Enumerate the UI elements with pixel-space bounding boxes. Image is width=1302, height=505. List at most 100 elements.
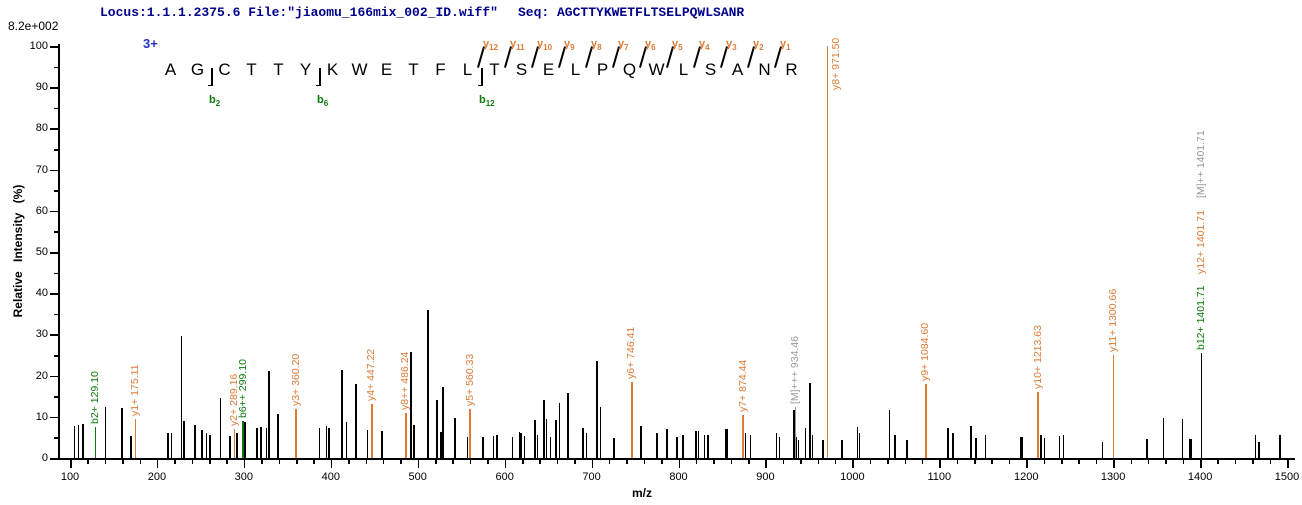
residue-letter: W xyxy=(351,60,368,79)
residue-T: T xyxy=(400,58,427,82)
peak xyxy=(209,434,211,458)
peak xyxy=(682,435,684,458)
peak xyxy=(413,425,415,458)
peak xyxy=(858,433,861,458)
x-tick xyxy=(522,460,524,464)
peak xyxy=(811,434,814,458)
peak xyxy=(518,431,521,458)
peak xyxy=(1189,439,1193,458)
x-tick xyxy=(626,460,628,464)
peak xyxy=(613,438,615,458)
x-tick xyxy=(608,460,611,464)
x-tick xyxy=(869,460,872,464)
peak xyxy=(1181,419,1184,458)
peak xyxy=(536,434,539,458)
x-tick xyxy=(330,460,333,468)
peak xyxy=(894,434,896,458)
y-ion-label: y5 xyxy=(672,38,683,53)
peak xyxy=(946,428,949,458)
x-tick xyxy=(122,460,124,464)
peak xyxy=(1101,441,1104,458)
y-tick-label: 0 xyxy=(41,452,48,464)
peak-annotation: y12+ 1401.71 xyxy=(1195,210,1208,274)
x-tick-label: 1300 xyxy=(1100,471,1126,483)
x-tick-label: 1100 xyxy=(927,471,952,483)
peak xyxy=(975,438,977,458)
peak xyxy=(82,424,84,458)
x-tick xyxy=(730,460,733,464)
y-tick xyxy=(50,252,58,254)
residue-letter: T xyxy=(489,60,500,79)
y-ion-label: y2 xyxy=(753,38,764,53)
y-tick xyxy=(50,334,58,336)
peak xyxy=(549,436,552,458)
x-tick xyxy=(991,460,993,464)
residue-letter: T xyxy=(246,60,257,79)
residue-letter: W xyxy=(648,60,665,79)
x-tick xyxy=(713,460,715,464)
y-ion-label: y7 xyxy=(618,38,629,53)
peak xyxy=(1162,418,1165,458)
peak-annotation: [M]++ 1401.71 xyxy=(1195,130,1208,198)
x-tick xyxy=(904,460,907,464)
peak xyxy=(1040,434,1042,458)
x-tick xyxy=(348,460,350,464)
x-tick-label: 900 xyxy=(756,471,775,483)
residue-letter: A xyxy=(731,60,744,79)
x-tick xyxy=(956,460,959,464)
x-tick xyxy=(139,460,142,464)
x-tick-label: 1400 xyxy=(1187,471,1213,483)
y-tick xyxy=(50,128,58,130)
x-tick-label: 600 xyxy=(495,471,514,483)
x-tick xyxy=(191,460,194,464)
y-ion-label: y12 xyxy=(483,38,499,53)
x-tick-label: 400 xyxy=(321,471,340,483)
annotated-peak xyxy=(242,420,244,458)
residue-letter: A xyxy=(164,60,177,79)
x-tick xyxy=(452,460,454,464)
peak xyxy=(520,433,522,458)
peak xyxy=(243,421,247,458)
y-tick-label: 10 xyxy=(35,410,48,423)
annotated-peak xyxy=(1200,352,1203,458)
peak-annotation: y5+ 560.33 xyxy=(463,353,476,406)
x-tick xyxy=(504,460,507,468)
residue-letter: L xyxy=(462,60,473,79)
y-tick xyxy=(50,375,58,378)
x-tick-label: 1500 xyxy=(1274,471,1300,483)
peak xyxy=(697,431,700,458)
residue-letter: R xyxy=(785,60,798,79)
y-tick-label: 90 xyxy=(35,81,48,94)
peak xyxy=(888,409,891,458)
x-tick xyxy=(1095,460,1098,464)
x-tick xyxy=(1061,460,1063,464)
x-axis-title: m/z xyxy=(632,486,653,500)
peak xyxy=(797,439,800,458)
y-tick xyxy=(54,272,58,275)
annotated-peak xyxy=(134,418,137,458)
x-tick xyxy=(174,460,176,464)
x-tick xyxy=(400,460,402,464)
y-tick xyxy=(54,107,58,110)
residue-T: T xyxy=(238,58,265,82)
x-tick xyxy=(435,460,437,464)
residue-A: A xyxy=(157,58,184,82)
y-tick xyxy=(50,169,58,172)
max-intensity-label: 8.2e+002 xyxy=(8,19,59,33)
x-tick xyxy=(278,460,281,464)
peak xyxy=(695,431,697,458)
x-tick xyxy=(1147,460,1150,464)
peak xyxy=(707,435,709,458)
peak-annotation: b6++ 299.10 xyxy=(236,358,249,418)
x-tick xyxy=(556,460,559,464)
y-ion-label: y9 xyxy=(564,38,575,53)
residue-G: G xyxy=(184,58,211,82)
annotated-peak xyxy=(742,414,744,458)
x-tick-label: 100 xyxy=(60,471,80,483)
residue-E: E xyxy=(373,58,400,82)
b-ion-label: b12 xyxy=(479,94,495,109)
residue-letter: S xyxy=(515,60,528,79)
